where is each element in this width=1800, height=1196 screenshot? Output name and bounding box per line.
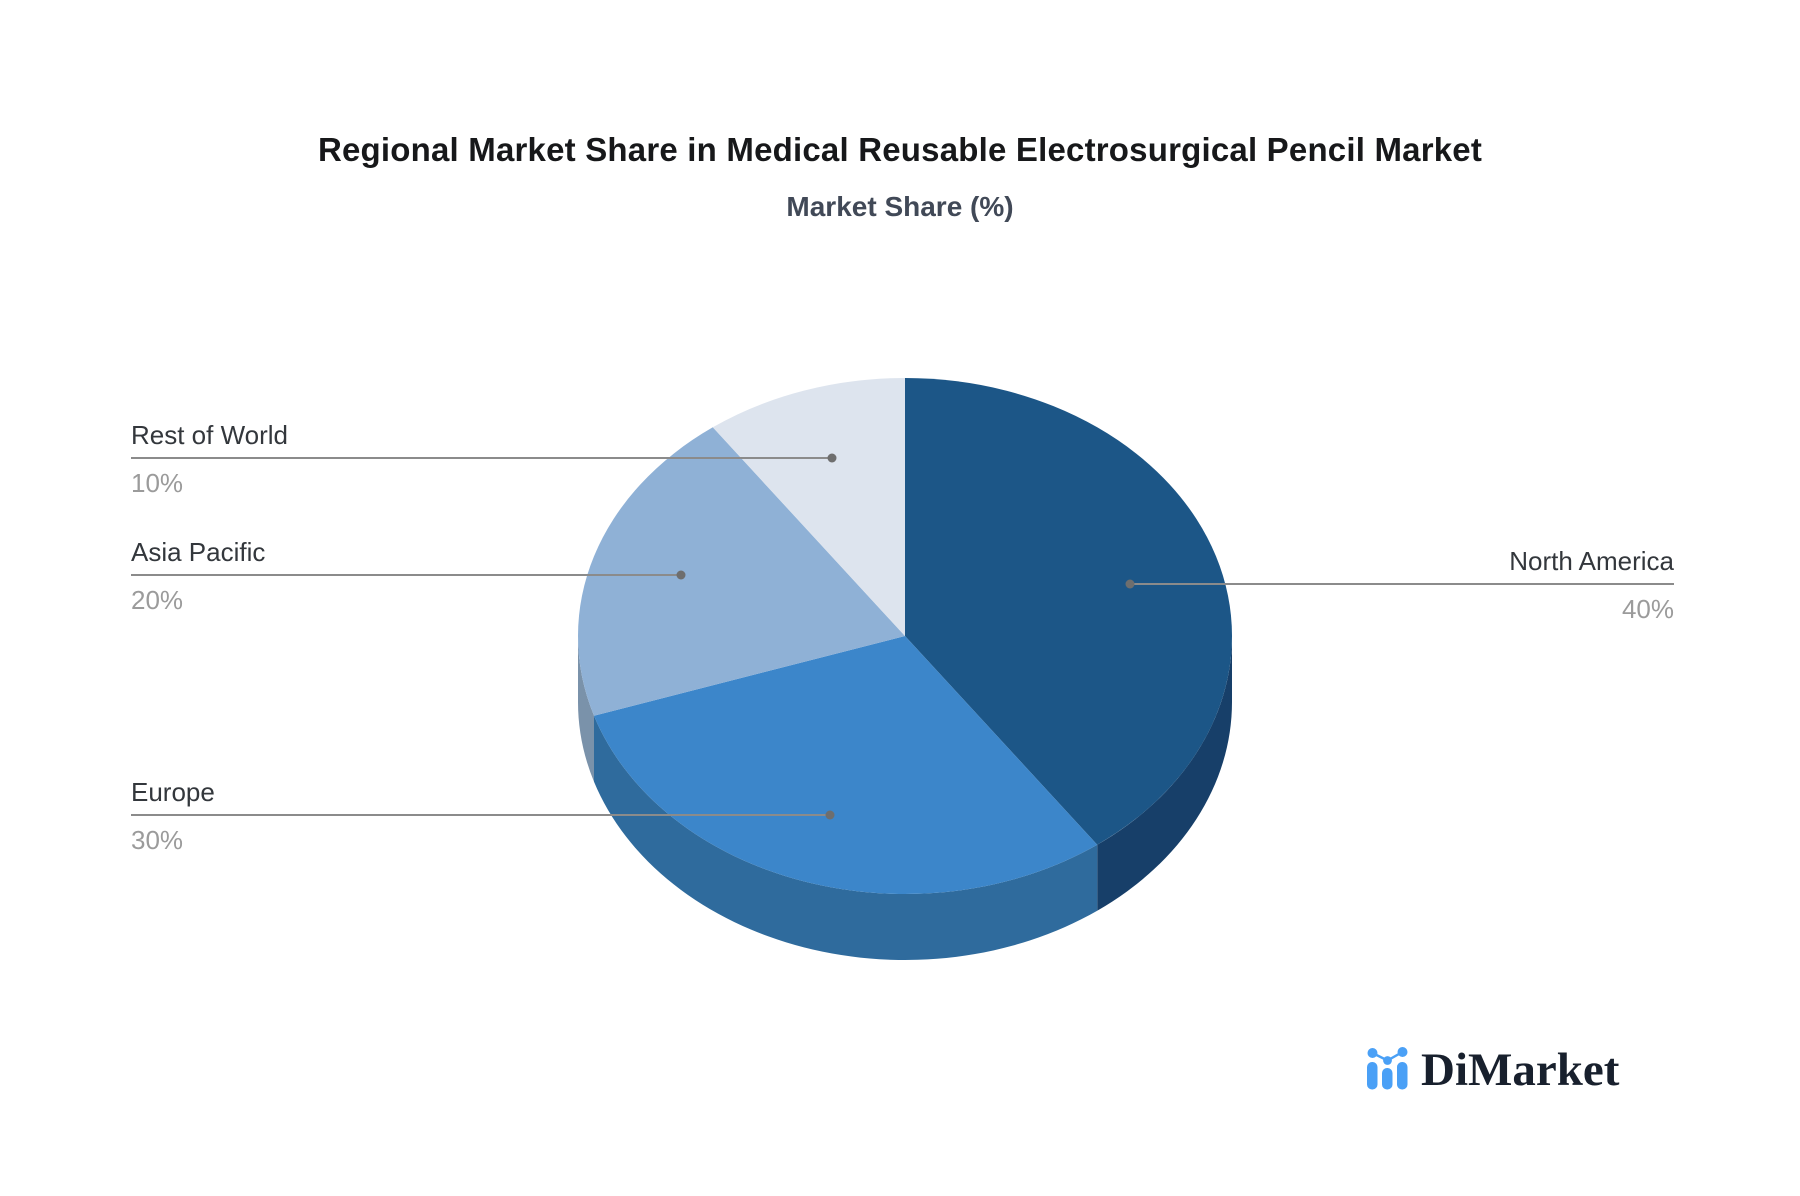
callout-rest-of-world: Rest of World 10% — [131, 420, 891, 498]
callout-asia-pacific: Asia Pacific 20% — [131, 537, 891, 615]
slice-asia-pacific-side — [578, 636, 595, 782]
callout-europe: Europe 30% — [131, 777, 891, 855]
slice-value: 10% — [131, 468, 184, 498]
slice-value: 30% — [131, 825, 184, 855]
callout-dot-north-america — [1125, 579, 1135, 589]
slice-value: 40% — [1621, 594, 1674, 624]
chart-subtitle: Market Share (%) — [786, 191, 1014, 222]
callout-dot-rest-of-world — [827, 453, 837, 463]
slice-europe-side — [594, 715, 1098, 960]
slice-label: North America — [1509, 546, 1674, 576]
callout-dot-asia-pacific — [676, 570, 686, 580]
slice-rest-of-world-top — [712, 378, 905, 636]
slice-europe-top — [594, 636, 1098, 894]
slice-label: Europe — [131, 777, 215, 807]
logo-wordmark: DiMarket — [1421, 1044, 1620, 1096]
slice-value: 20% — [131, 585, 184, 615]
slice-asia-pacific-top — [578, 427, 905, 716]
bar-line-chart-icon — [1367, 1047, 1408, 1090]
slice-north-america-side — [1097, 636, 1232, 911]
chart-title: Regional Market Share in Medical Reusabl… — [317, 131, 1483, 168]
callout-dot-europe — [825, 810, 835, 820]
callout-north-america: North America 40% — [914, 546, 1674, 624]
dimarket-logo: DiMarket — [1366, 1042, 1686, 1102]
slice-north-america-top — [905, 378, 1232, 845]
slice-label: Rest of World — [131, 420, 289, 450]
slice-label: Asia Pacific — [131, 537, 266, 567]
